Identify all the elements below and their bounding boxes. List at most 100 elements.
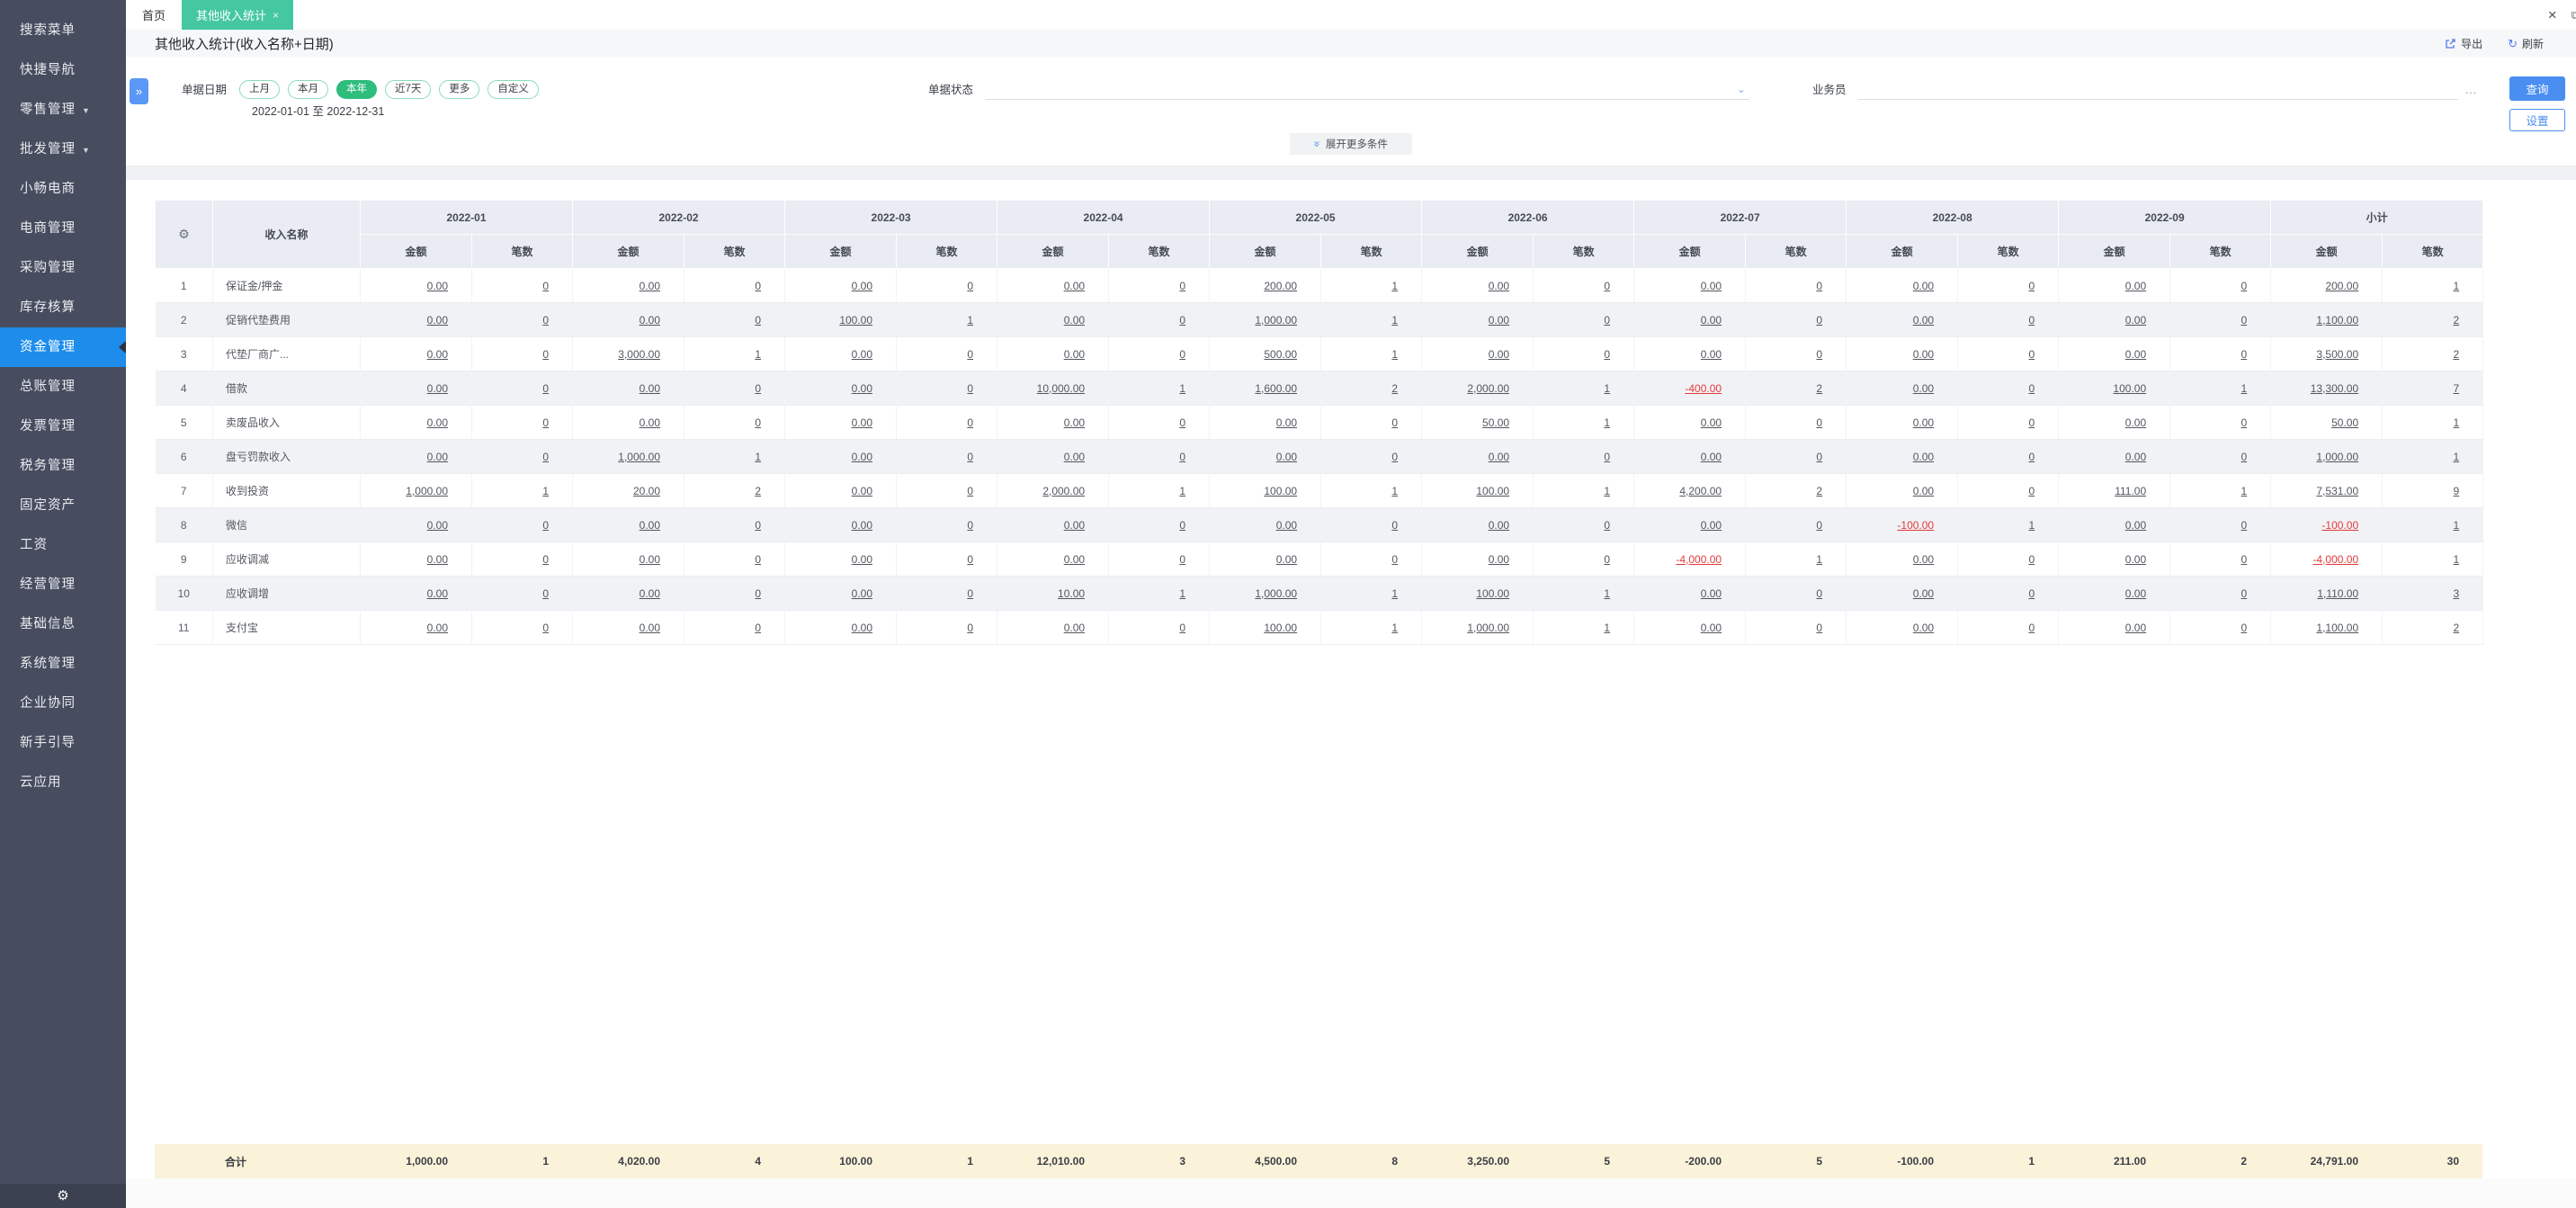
sidebar-item-工资[interactable]: 工资 bbox=[0, 525, 126, 565]
fullscreen-icon[interactable]: ⧉ bbox=[2571, 7, 2576, 22]
cell-value-link[interactable]: 0.00 bbox=[1700, 450, 1722, 463]
cell-value-link[interactable]: 0 bbox=[1179, 347, 1186, 361]
collapse-filter-button[interactable]: » bbox=[130, 78, 148, 104]
cell-value-link[interactable]: 10,000.00 bbox=[1036, 381, 1086, 395]
cell-value-link[interactable]: 0 bbox=[1816, 621, 1823, 634]
cell-value-link[interactable]: 0.00 bbox=[1063, 518, 1086, 532]
cell-value-link[interactable]: 0 bbox=[1391, 416, 1399, 429]
cell-value-link[interactable]: 0.00 bbox=[851, 416, 873, 429]
expand-more-conditions-button[interactable]: » 展开更多条件 bbox=[1290, 133, 1412, 155]
cell-value-link[interactable]: 0 bbox=[2241, 313, 2248, 327]
cell-value-link[interactable]: 0.00 bbox=[1700, 586, 1722, 600]
cell-value-link[interactable]: 0.00 bbox=[1912, 279, 1935, 292]
cell-value-link[interactable]: 0 bbox=[2028, 450, 2035, 463]
cell-value-link[interactable]: 0 bbox=[2241, 552, 2248, 566]
cell-value-link[interactable]: 2 bbox=[1391, 381, 1399, 395]
cell-value-link[interactable]: 0 bbox=[542, 518, 550, 532]
cell-value-link[interactable]: 0.00 bbox=[2124, 279, 2147, 292]
settings-gear-icon[interactable]: ⚙ bbox=[57, 1188, 69, 1204]
cell-value-link[interactable]: 0.00 bbox=[426, 313, 448, 327]
cell-value-link[interactable]: 100.00 bbox=[839, 313, 873, 327]
cell-value-link[interactable]: 0 bbox=[1179, 552, 1186, 566]
cell-value-link[interactable]: 0 bbox=[542, 416, 550, 429]
cell-value-link[interactable]: 0 bbox=[542, 313, 550, 327]
cell-value-link[interactable]: 0.00 bbox=[851, 484, 873, 497]
cell-value-link[interactable]: 0.00 bbox=[1063, 621, 1086, 634]
cell-value-link[interactable]: 1,000.00 bbox=[1467, 621, 1510, 634]
cell-value-link[interactable]: 0 bbox=[2241, 621, 2248, 634]
sidebar-item-总账管理[interactable]: 总账管理 bbox=[0, 367, 126, 407]
cell-value-link[interactable]: 0 bbox=[2028, 313, 2035, 327]
sidebar-item-资金管理[interactable]: 资金管理 bbox=[0, 327, 126, 367]
cell-value-link[interactable]: 0 bbox=[755, 518, 762, 532]
cell-value-link[interactable]: 0 bbox=[1816, 450, 1823, 463]
cell-value-link[interactable]: 0.00 bbox=[639, 279, 661, 292]
cell-value-link[interactable]: 1,000.00 bbox=[1255, 586, 1298, 600]
cell-value-link[interactable]: 0.00 bbox=[851, 621, 873, 634]
cell-value-link[interactable]: 0 bbox=[2028, 552, 2035, 566]
cell-value-link[interactable]: 0 bbox=[1179, 313, 1186, 327]
cell-value-link[interactable]: 0.00 bbox=[851, 279, 873, 292]
cell-value-link[interactable]: 0 bbox=[967, 484, 974, 497]
cell-value-link[interactable]: 100.00 bbox=[1476, 586, 1510, 600]
cell-value-link[interactable]: 0 bbox=[755, 621, 762, 634]
cell-value-link[interactable]: 0.00 bbox=[2124, 416, 2147, 429]
cell-value-link[interactable]: 0.00 bbox=[1275, 518, 1298, 532]
cell-value-link[interactable]: 0.00 bbox=[1912, 621, 1935, 634]
sidebar-item-小畅电商[interactable]: 小畅电商 bbox=[0, 169, 126, 209]
cell-value-link[interactable]: 0 bbox=[967, 518, 974, 532]
sidebar-item-新手引导[interactable]: 新手引导 bbox=[0, 723, 126, 763]
cell-value-link[interactable]: 0.00 bbox=[1700, 347, 1722, 361]
cell-value-link[interactable]: 0.00 bbox=[639, 518, 661, 532]
cell-value-link[interactable]: 0 bbox=[1816, 313, 1823, 327]
cell-value-link[interactable]: 1,000.00 bbox=[1255, 313, 1298, 327]
cell-value-link[interactable]: 1 bbox=[1179, 381, 1186, 395]
cell-value-link[interactable]: 0.00 bbox=[1700, 279, 1722, 292]
cell-value-link[interactable]: 111.00 bbox=[2115, 484, 2147, 497]
pill-this-month[interactable]: 本月 bbox=[288, 80, 329, 99]
cell-value-link[interactable]: 1 bbox=[1391, 484, 1399, 497]
cell-value-link[interactable]: 0.00 bbox=[639, 586, 661, 600]
cell-value-link[interactable]: 0 bbox=[1179, 518, 1186, 532]
cell-value-link[interactable]: 0.00 bbox=[1488, 279, 1510, 292]
cell-value-link[interactable]: 1 bbox=[2453, 552, 2460, 566]
cell-value-link[interactable]: 0 bbox=[1604, 450, 1611, 463]
column-gear-icon[interactable]: ⚙ bbox=[178, 227, 190, 241]
cell-value-link[interactable]: 0 bbox=[967, 279, 974, 292]
pill-this-year[interactable]: 本年 bbox=[336, 80, 378, 99]
cell-value-link[interactable]: 0.00 bbox=[639, 313, 661, 327]
cell-value-link[interactable]: 1 bbox=[1604, 381, 1611, 395]
cell-value-link[interactable]: 13,300.00 bbox=[2310, 381, 2359, 395]
status-select-input[interactable]: ⌄ bbox=[986, 80, 1749, 100]
salesman-lookup-ellipsis[interactable]: ... bbox=[2464, 84, 2477, 96]
cell-value-link[interactable]: 1,100.00 bbox=[2316, 621, 2359, 634]
cell-value-link[interactable]: 0.00 bbox=[1912, 586, 1935, 600]
cell-value-link[interactable]: 0 bbox=[2028, 586, 2035, 600]
cell-value-link[interactable]: 1 bbox=[2453, 518, 2460, 532]
cell-value-link[interactable]: 0 bbox=[1391, 552, 1399, 566]
cell-value-link[interactable]: 0.00 bbox=[1275, 416, 1298, 429]
sidebar-item-批发管理[interactable]: 批发管理 ▼ bbox=[0, 130, 126, 169]
cell-value-link[interactable]: 1 bbox=[1391, 621, 1399, 634]
cell-value-link[interactable]: 0 bbox=[2241, 279, 2248, 292]
cell-value-link[interactable]: 0.00 bbox=[851, 381, 873, 395]
cell-value-link[interactable]: 0.00 bbox=[1700, 416, 1722, 429]
cell-value-link[interactable]: 0.00 bbox=[2124, 552, 2147, 566]
cell-value-link[interactable]: 0 bbox=[2241, 450, 2248, 463]
cell-value-link[interactable]: 0 bbox=[967, 586, 974, 600]
sidebar-item-零售管理[interactable]: 零售管理 ▼ bbox=[0, 90, 126, 130]
cell-value-link[interactable]: -100.00 bbox=[2321, 518, 2359, 532]
cell-value-link[interactable]: 0.00 bbox=[1063, 279, 1086, 292]
cell-value-link[interactable]: 0 bbox=[1391, 450, 1399, 463]
cell-value-link[interactable]: 0.00 bbox=[1700, 518, 1722, 532]
cell-value-link[interactable]: 0 bbox=[1816, 347, 1823, 361]
cell-value-link[interactable]: 1 bbox=[1391, 313, 1399, 327]
cell-value-link[interactable]: 0 bbox=[1816, 279, 1823, 292]
cell-value-link[interactable]: 0.00 bbox=[851, 347, 873, 361]
pill-last-month[interactable]: 上月 bbox=[239, 80, 281, 99]
cell-value-link[interactable]: 1 bbox=[1391, 347, 1399, 361]
cell-value-link[interactable]: 2,000.00 bbox=[1467, 381, 1510, 395]
cell-value-link[interactable]: 0.00 bbox=[426, 450, 448, 463]
cell-value-link[interactable]: 0.00 bbox=[639, 381, 661, 395]
cell-value-link[interactable]: 0 bbox=[542, 279, 550, 292]
